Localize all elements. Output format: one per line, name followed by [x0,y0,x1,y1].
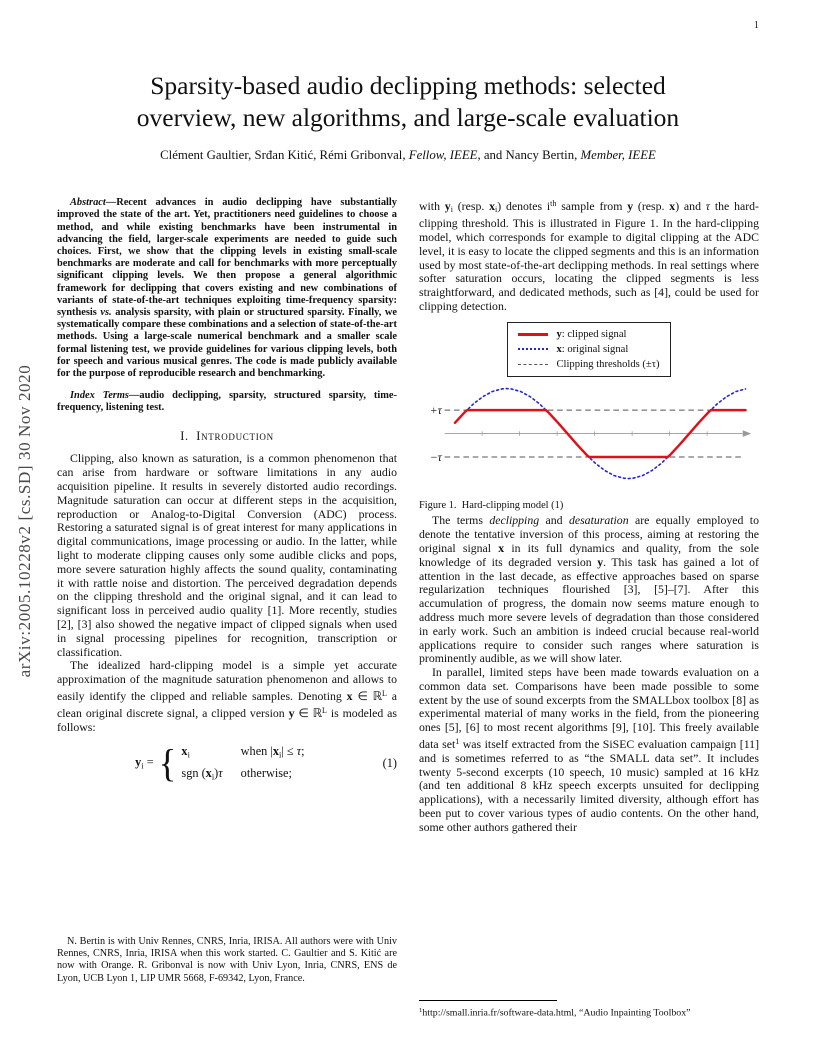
author-line: Clément Gaultier, Srđan Kitić, Rémi Grib… [160,148,656,163]
two-column-body: Abstract—Recent advances in audio declip… [57,197,759,834]
abstract: Abstract—Recent advances in audio declip… [57,197,397,380]
arxiv-watermark: arXiv:2005.10228v2 [cs.SD] 30 Nov 2020 [15,364,34,678]
figure-1: y: clipped signal x: original signal Cli… [419,321,759,513]
legend-line-original-icon [518,348,549,351]
right-column: with yi (resp. xi) denotes ith sample fr… [419,197,759,834]
plus-tau-label: +τ [430,404,443,417]
equation-body: yi = { xi when |xi| ≤ τ; sgn (xi)τ other… [135,744,304,784]
url-footnote: 1http://small.inria.fr/software-data.htm… [419,1000,759,1020]
paper-title-line2: overview, new algorithms, and large-scal… [136,102,680,132]
legend-label-threshold: Clipping thresholds (±τ) [556,358,660,370]
section-heading-introduction: I. Introduction [180,428,274,443]
paper-header: Sparsity-based audio declipping methods:… [57,0,759,163]
equation-number: (1) [382,756,397,771]
equation-case2-condition: otherwise; [240,765,292,780]
minus-tau-label: −τ [430,451,443,464]
intro-paragraph-2: The idealized hard-clipping model is a s… [57,658,397,734]
intro-paragraph-1: Clipping, also known as saturation, is a… [57,451,397,659]
equation-case1-condition: when |xi| ≤ τ; [240,744,305,760]
body-paragraph-declipping: The terms declipping and desaturation ar… [419,513,759,666]
author-affiliations-footnote: N. Bertin is with Univ Rennes, CNRS, Inr… [57,936,397,984]
legend-label-original: x: original signal [556,343,629,355]
body-paragraph-model: with yi (resp. xi) denotes ith sample fr… [419,199,759,314]
page-number: 1 [753,20,759,31]
equation-lhs: yi = [135,754,154,770]
url-footnote-text: 1http://small.inria.fr/software-data.htm… [419,1007,691,1019]
clipped-signal-curve [453,408,747,459]
x-axis-arrow-icon [742,430,752,437]
legend-line-threshold-icon [518,363,549,365]
index-terms: Index Terms—audio declipping, sparsity, … [57,390,397,414]
x-axis-ticks [481,431,708,436]
figure-caption: Figure 1. Hard-clipping model (1) [419,499,564,511]
paper-title: Sparsity-based audio declipping methods:… [57,70,759,133]
equation-case1-value: xi [181,744,190,760]
paper-title-line1: Sparsity-based audio declipping methods:… [150,71,666,100]
hard-clipping-plot: +τ −τ [430,387,752,480]
legend-row-clipped: y: clipped signal [518,328,627,341]
body-paragraph-dataset: In parallel, limited steps have been mad… [419,665,759,834]
equation-brace: { [158,742,177,786]
equation-1: yi = { xi when |xi| ≤ τ; sgn (xi)τ other… [57,744,397,784]
legend-row-original: x: original signal [518,343,628,356]
equation-case2-value: sgn (xi)τ [181,765,223,782]
legend-label-clipped: y: clipped signal [556,328,627,340]
footnote-rule [419,1000,557,1001]
legend-line-clipped-icon [518,332,549,336]
figure-legend: y: clipped signal x: original signal Cli… [507,321,671,377]
left-column: Abstract—Recent advances in audio declip… [57,197,397,834]
equation-cases: xi when |xi| ≤ τ; sgn (xi)τ otherwise; [181,744,304,784]
legend-row-threshold: Clipping thresholds (±τ) [518,358,660,371]
